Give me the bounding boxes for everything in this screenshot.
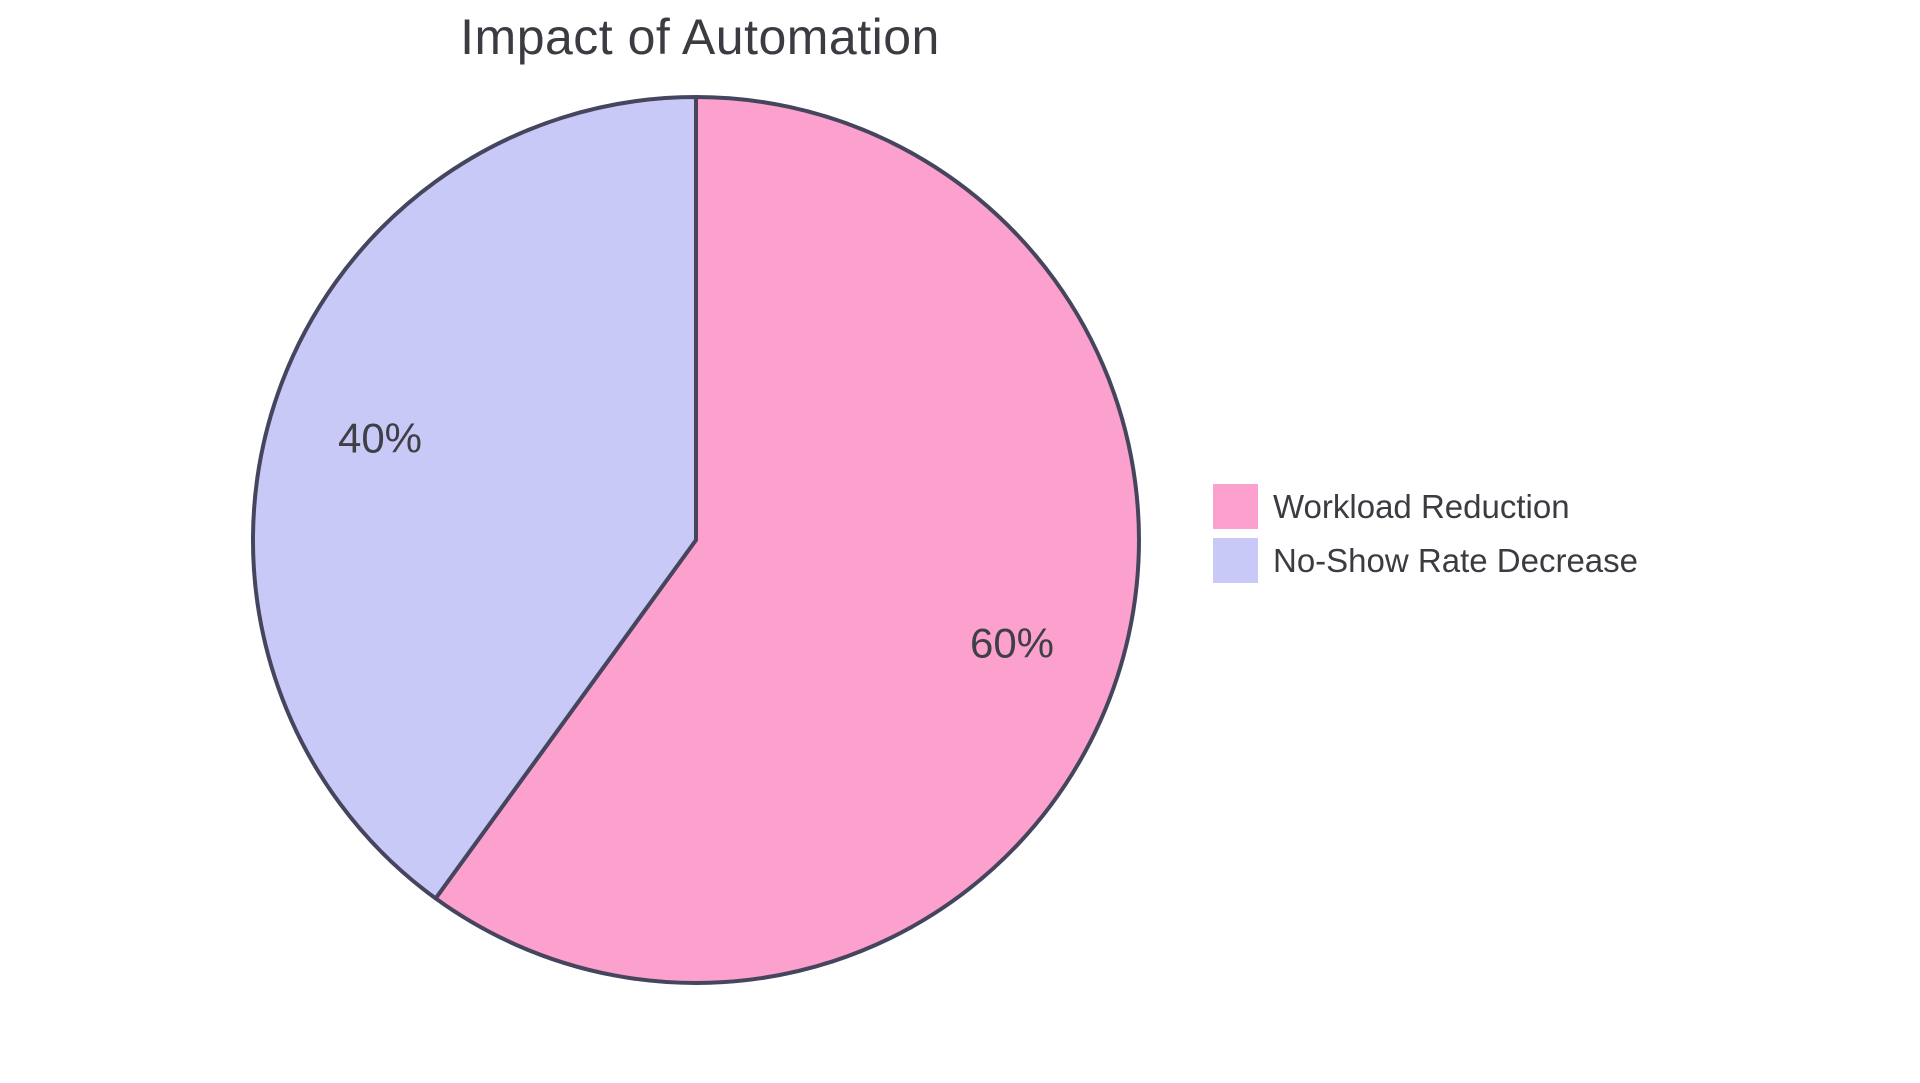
pie-slice-workload-reduction <box>433 95 1141 985</box>
legend: Workload Reduction No-Show Rate Decrease <box>1213 484 1638 583</box>
legend-item-workload-reduction: Workload Reduction <box>1213 484 1638 529</box>
pie-slice-no-show-rate-decrease <box>250 95 698 901</box>
legend-label-no-show-rate-decrease: No-Show Rate Decrease <box>1273 541 1638 579</box>
legend-item-no-show-rate-decrease: No-Show Rate Decrease <box>1213 538 1638 583</box>
slice-value-label-workload-reduction: 60% <box>970 620 1054 667</box>
slice-value-label-no-show-rate-decrease: 40% <box>338 414 422 461</box>
workload-reduction-swatch <box>1213 484 1258 529</box>
legend-label-workload-reduction: Workload Reduction <box>1273 487 1570 525</box>
no-show-rate-decrease-swatch <box>1213 538 1258 583</box>
chart-title: Impact of Automation <box>460 9 940 65</box>
